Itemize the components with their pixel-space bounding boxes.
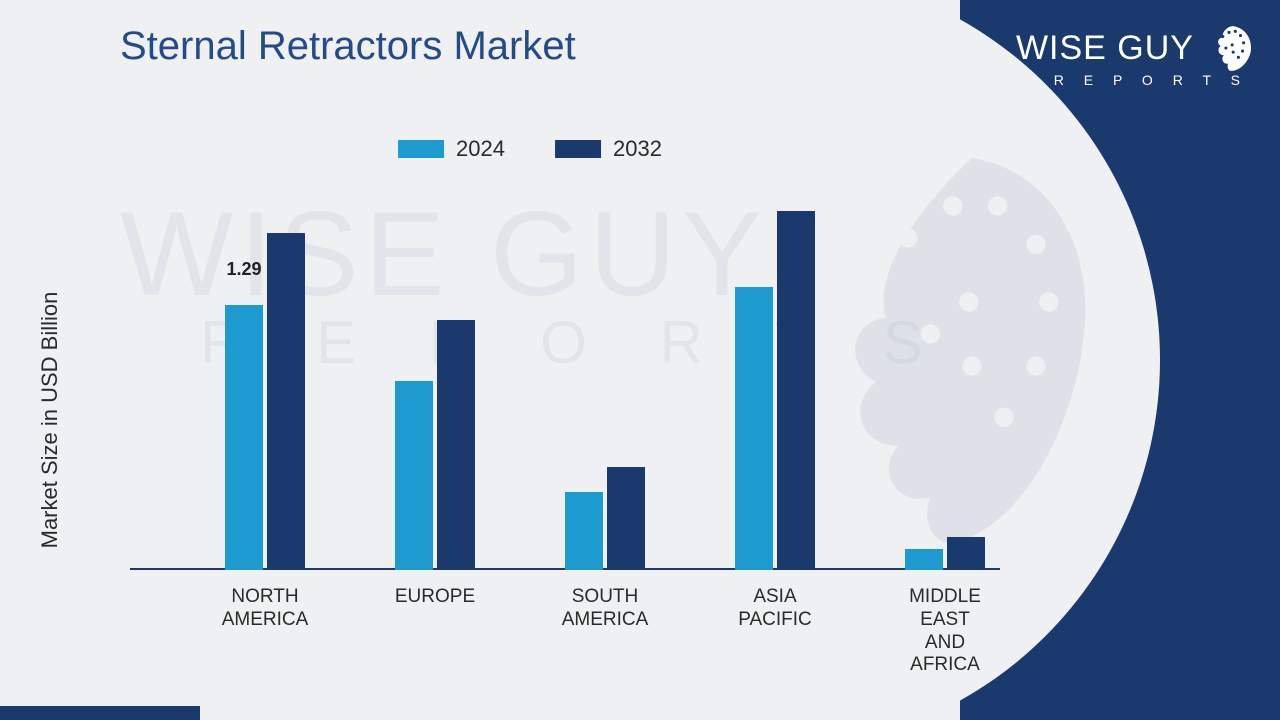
- bar-2024: [225, 305, 263, 570]
- bar-2024: [735, 287, 773, 570]
- bar-2032: [777, 211, 815, 570]
- bar-2032: [267, 233, 305, 570]
- bar-2032: [437, 320, 475, 570]
- x-axis-category-label: EUROPE: [395, 586, 475, 609]
- legend-swatch-2032: [555, 140, 601, 158]
- legend-item-2024: 2024: [398, 136, 505, 162]
- bar-2032: [947, 537, 985, 570]
- plot-area: 1.29: [130, 180, 1000, 570]
- brand-block: WISE GUY R E P O R T S: [1016, 22, 1254, 88]
- bar-2024: [565, 492, 603, 570]
- legend-swatch-2024: [398, 140, 444, 158]
- legend-item-2032: 2032: [555, 136, 662, 162]
- bar-2024: [905, 549, 943, 570]
- chart-legend: 2024 2032: [398, 136, 662, 162]
- brand-head-icon: [1202, 22, 1254, 74]
- bar-2024: [395, 381, 433, 570]
- legend-label-2032: 2032: [613, 136, 662, 162]
- x-axis-labels: NORTH AMERICA EUROPE SOUTH AMERICA ASIA PAC…: [130, 580, 1000, 700]
- brand-name: WISE GUY: [1016, 29, 1194, 68]
- bar-2032: [607, 467, 645, 570]
- y-axis-label: Market Size in USD Billion: [37, 292, 63, 549]
- legend-label-2024: 2024: [456, 136, 505, 162]
- brand-sub: R E P O R T S: [1016, 72, 1254, 88]
- bottom-accent-bar: [0, 706, 200, 720]
- x-axis-category-label: SOUTH AMERICA: [562, 586, 649, 632]
- bar-value-label: 1.29: [226, 259, 261, 280]
- x-axis-category-label: ASIA PACIFIC: [738, 586, 812, 632]
- x-axis-category-label: NORTH AMERICA: [222, 586, 309, 632]
- report-slide: WISE GUY R E P O R T S Sternal Retractor…: [0, 0, 1280, 720]
- x-axis-category-label: MIDDLE EAST AND AFRICA: [909, 586, 981, 677]
- chart-title: Sternal Retractors Market: [120, 24, 576, 69]
- chart-area: Market Size in USD Billion 2024 2032 1.2…: [60, 140, 1000, 700]
